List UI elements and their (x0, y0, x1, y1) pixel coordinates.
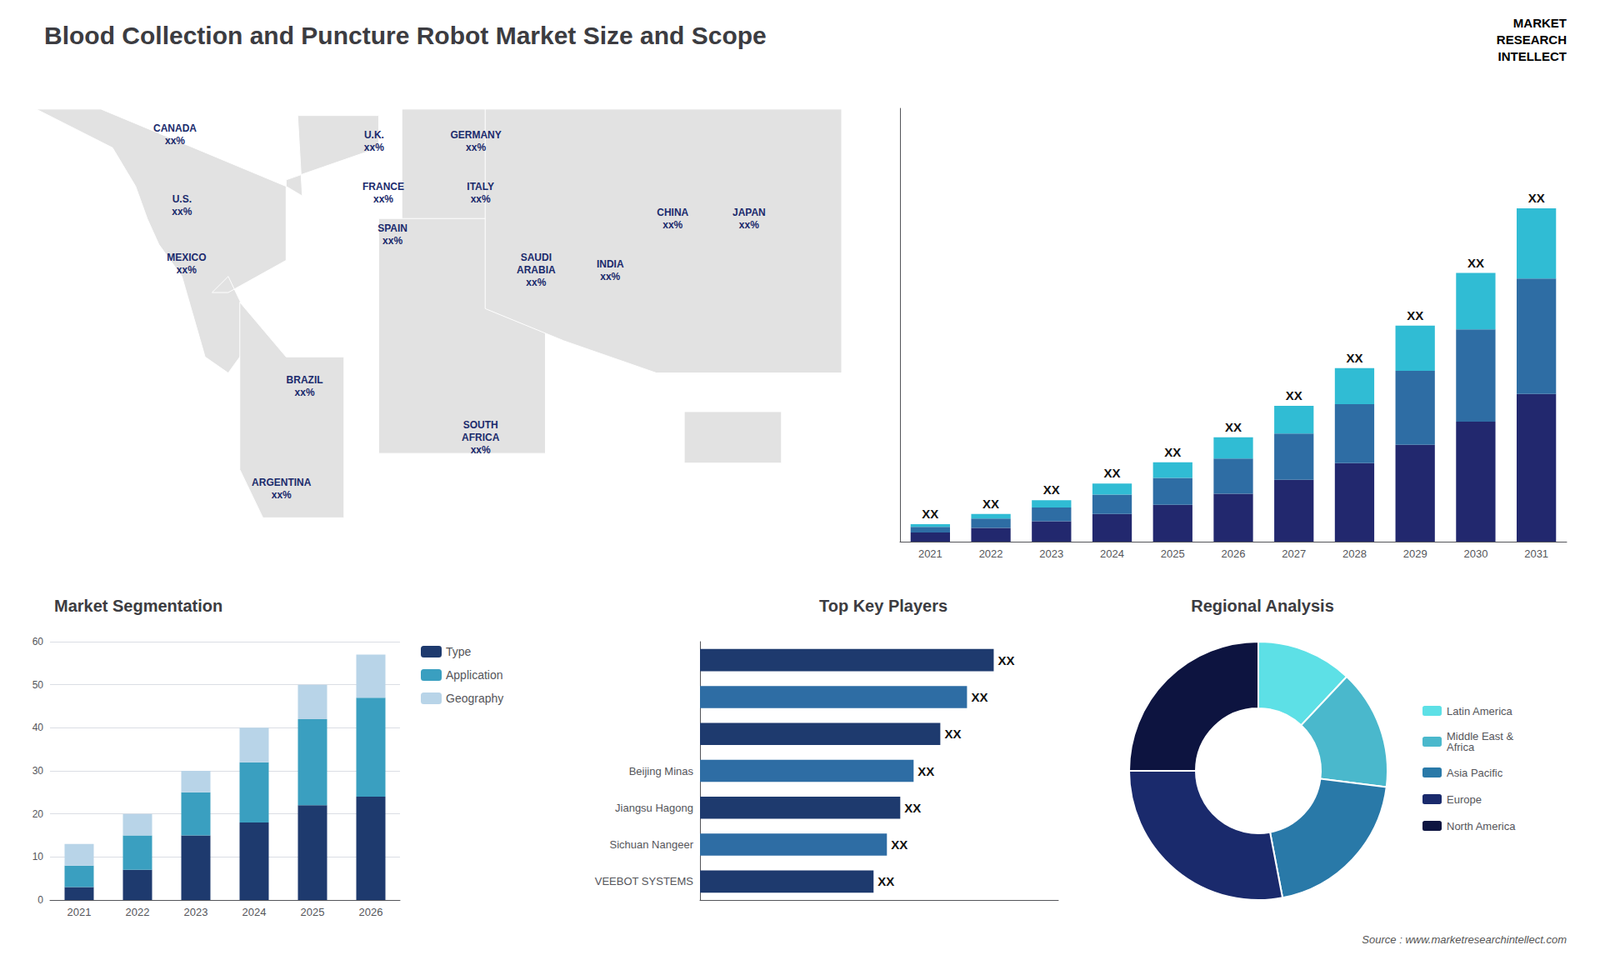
svg-text:MARKET: MARKET (1513, 15, 1567, 30)
svg-text:MEXICO: MEXICO (166, 251, 206, 264)
svg-text:CANADA: CANADA (153, 122, 197, 135)
svg-text:40: 40 (32, 721, 45, 734)
svg-text:30: 30 (32, 765, 45, 777)
svg-text:20: 20 (32, 808, 45, 820)
svg-text:RESEARCH: RESEARCH (1496, 32, 1567, 47)
svg-text:INTELLECT: INTELLECT (1498, 49, 1568, 64)
svg-text:Geography: Geography (445, 691, 504, 705)
svg-text:2024: 2024 (1100, 547, 1125, 560)
svg-text:0: 0 (37, 894, 44, 906)
svg-text:SPAIN: SPAIN (377, 222, 408, 235)
svg-text:Source : www.marketresearchint: Source : www.marketresearchintellect.com (1361, 933, 1567, 946)
svg-text:xx%: xx% (662, 219, 683, 231)
svg-text:Europe: Europe (1446, 793, 1482, 806)
svg-text:ARABIA: ARABIA (516, 264, 556, 276)
svg-text:Latin America: Latin America (1446, 705, 1514, 718)
svg-text:xx%: xx% (171, 205, 192, 218)
svg-text:XX: XX (944, 726, 961, 741)
svg-text:Application: Application (445, 668, 504, 682)
svg-text:50: 50 (32, 679, 45, 691)
svg-text:SAUDI: SAUDI (520, 251, 552, 264)
svg-text:2031: 2031 (1524, 547, 1549, 560)
svg-text:2026: 2026 (359, 905, 384, 919)
svg-text:2023: 2023 (184, 905, 209, 919)
svg-text:XX: XX (917, 764, 935, 779)
svg-text:XX: XX (921, 506, 939, 521)
svg-text:XX: XX (1345, 350, 1363, 365)
svg-text:XX: XX (1104, 465, 1121, 480)
svg-text:Middle East &: Middle East & (1446, 730, 1514, 743)
svg-text:GERMANY: GERMANY (450, 129, 501, 141)
svg-text:2022: 2022 (979, 547, 1004, 560)
svg-text:JAPAN: JAPAN (732, 206, 766, 219)
svg-text:2025: 2025 (300, 905, 325, 919)
svg-text:xx%: xx% (364, 141, 385, 154)
svg-text:2024: 2024 (242, 905, 267, 919)
svg-text:xx%: xx% (176, 264, 197, 276)
svg-text:Sichuan Nangeer: Sichuan Nangeer (610, 838, 695, 851)
svg-text:XX: XX (877, 874, 895, 889)
svg-text:Asia Pacific: Asia Pacific (1446, 766, 1504, 780)
svg-text:XX: XX (997, 653, 1015, 668)
svg-text:North America: North America (1446, 820, 1516, 833)
svg-text:2021: 2021 (918, 547, 943, 560)
svg-text:xx%: xx% (470, 444, 491, 456)
svg-text:XX: XX (1043, 482, 1060, 497)
svg-text:XX: XX (1467, 255, 1485, 270)
svg-text:FRANCE: FRANCE (362, 180, 405, 193)
svg-text:10: 10 (32, 850, 45, 863)
svg-text:xx%: xx% (465, 141, 486, 154)
svg-text:2029: 2029 (1403, 547, 1428, 560)
svg-text:Jiangsu Hagong: Jiangsu Hagong (615, 801, 694, 815)
svg-text:ITALY: ITALY (466, 180, 495, 193)
svg-text:xx%: xx% (165, 135, 185, 147)
svg-text:ARGENTINA: ARGENTINA (251, 476, 312, 489)
svg-text:Market Segmentation: Market Segmentation (54, 596, 223, 615)
svg-text:U.K.: U.K. (364, 129, 385, 141)
svg-text:xx%: xx% (373, 193, 394, 205)
svg-text:XX: XX (1164, 445, 1181, 460)
svg-text:Type: Type (445, 645, 472, 659)
svg-text:2023: 2023 (1039, 547, 1064, 560)
svg-text:Regional Analysis: Regional Analysis (1190, 596, 1335, 615)
svg-text:VEEBOT SYSTEMS: VEEBOT SYSTEMS (595, 875, 695, 888)
svg-text:xx%: xx% (382, 235, 403, 247)
svg-text:Beijing Minas: Beijing Minas (629, 765, 695, 778)
svg-text:xx%: xx% (739, 219, 760, 231)
svg-text:INDIA: INDIA (596, 258, 625, 270)
svg-text:XX: XX (1406, 308, 1424, 323)
svg-text:XX: XX (970, 690, 988, 705)
svg-text:xx%: xx% (271, 489, 292, 501)
svg-text:XX: XX (1528, 190, 1545, 205)
svg-text:2022: 2022 (125, 905, 150, 919)
svg-text:BRAZIL: BRAZIL (286, 374, 324, 386)
svg-text:XX: XX (982, 496, 1000, 511)
svg-text:60: 60 (32, 635, 45, 648)
svg-text:xx%: xx% (295, 386, 315, 399)
svg-text:Africa: Africa (1446, 740, 1475, 754)
svg-text:AFRICA: AFRICA (461, 431, 500, 444)
svg-text:2030: 2030 (1463, 547, 1488, 560)
svg-text:2025: 2025 (1160, 547, 1185, 560)
svg-text:U.S.: U.S. (172, 193, 192, 205)
svg-text:XX: XX (890, 837, 908, 852)
svg-text:xx%: xx% (600, 270, 620, 283)
svg-text:CHINA: CHINA (656, 206, 689, 219)
svg-text:Blood Collection and Puncture: Blood Collection and Puncture Robot Mark… (44, 21, 767, 50)
svg-text:Top Key Players: Top Key Players (819, 596, 948, 615)
svg-text:2021: 2021 (67, 905, 92, 919)
svg-text:SOUTH: SOUTH (463, 419, 499, 431)
svg-text:2028: 2028 (1342, 547, 1367, 560)
svg-text:XX: XX (1225, 420, 1242, 435)
svg-text:XX: XX (1285, 388, 1303, 403)
svg-text:xx%: xx% (525, 276, 546, 289)
svg-text:2027: 2027 (1281, 547, 1306, 560)
svg-text:xx%: xx% (470, 193, 491, 205)
svg-text:2026: 2026 (1221, 547, 1246, 560)
svg-text:XX: XX (904, 800, 921, 815)
